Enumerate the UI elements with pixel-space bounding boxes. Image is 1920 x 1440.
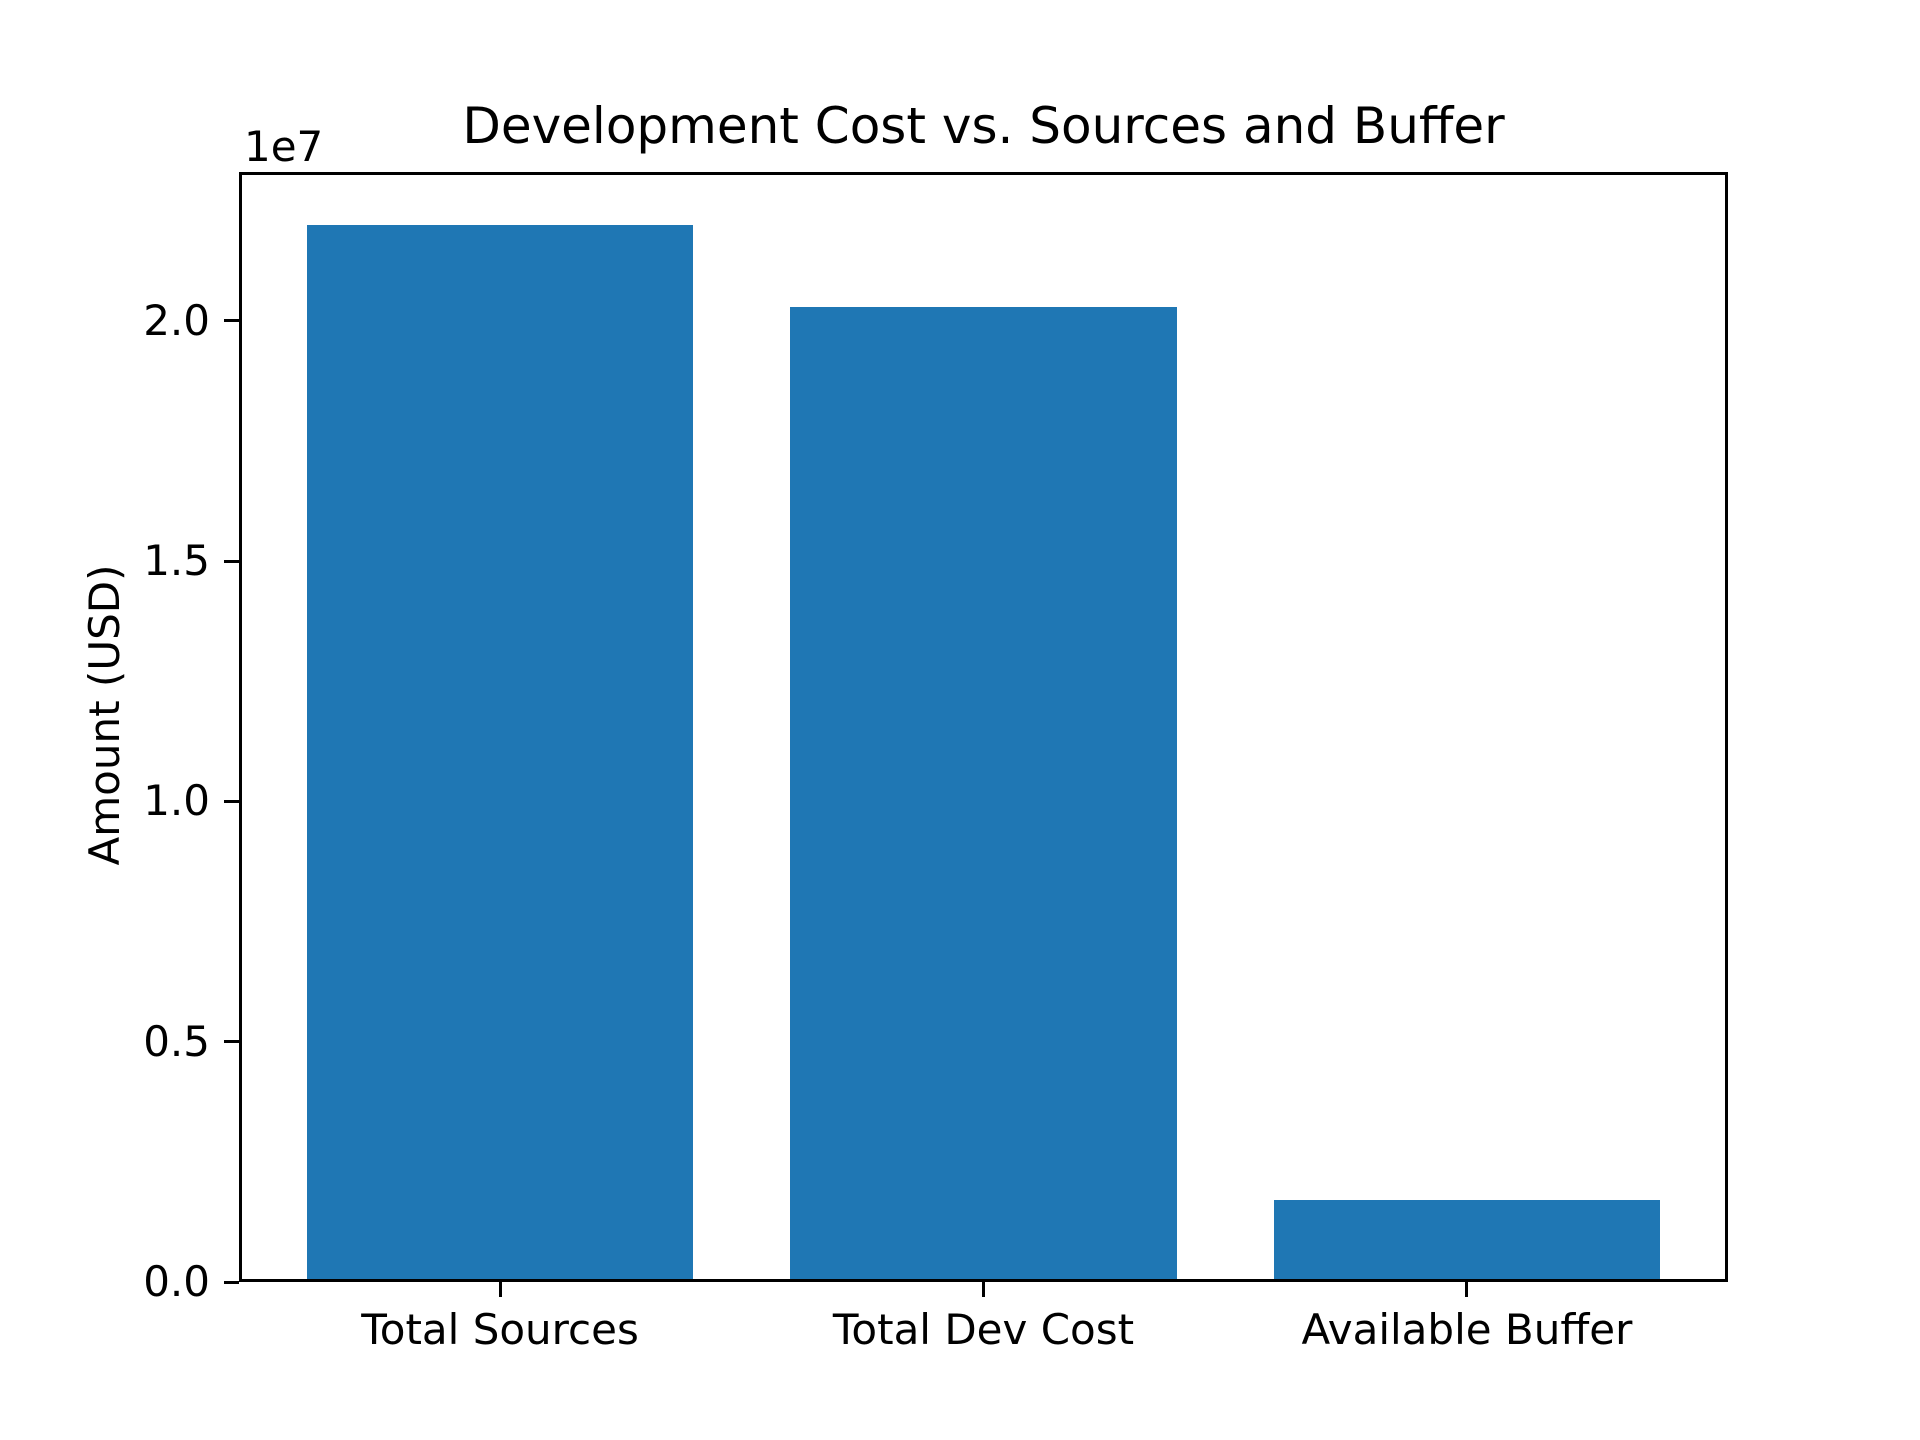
bar-total-sources [306,224,694,1279]
x-tick-available-buffer [1465,1282,1469,1297]
x-tick-total-sources [498,1282,502,1297]
y-tick-0.5 [224,1040,239,1044]
bar-available-buffer [1273,1200,1661,1279]
y-axis-offset-label: 1e7 [244,122,324,171]
y-tick-label-0.0: 0.0 [143,1257,210,1306]
y-tick-label-2.0: 2.0 [143,295,210,345]
y-tick-label-1.0: 1.0 [143,776,210,826]
y-tick-1.0 [224,799,239,803]
y-tick-label-0.5: 0.5 [143,1016,210,1066]
x-tick-label-total-dev-cost: Total Dev Cost [832,1305,1135,1354]
y-tick-2.0 [224,319,239,323]
x-tick-total-dev-cost [982,1282,985,1297]
bar-total-dev-cost [790,306,1177,1279]
y-tick-1.5 [224,559,239,563]
chart-title: Development Cost vs. Sources and Buffer [462,97,1505,155]
x-tick-label-total-sources: Total Sources [361,1305,639,1354]
x-tick-label-available-buffer: Available Buffer [1301,1305,1633,1354]
y-tick-0.0 [224,1280,239,1284]
y-tick-label-1.5: 1.5 [143,536,210,586]
